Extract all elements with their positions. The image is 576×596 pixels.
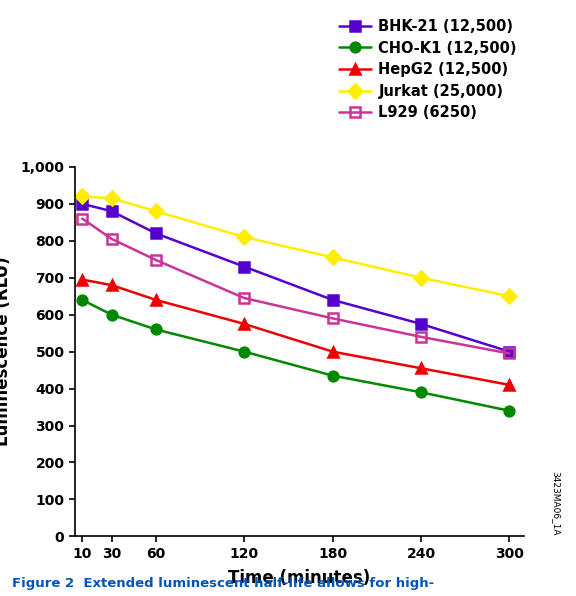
Jurkat (25,000): [79, 193, 86, 200]
BHK-21 (12,500): [418, 321, 425, 328]
Jurkat (25,000): [241, 234, 248, 241]
CHO-K1 (12,500): [153, 326, 160, 333]
Legend: BHK-21 (12,500), CHO-K1 (12,500), HepG2 (12,500), Jurkat (25,000), L929 (6250): BHK-21 (12,500), CHO-K1 (12,500), HepG2 …: [339, 19, 517, 120]
L929 (6250): [506, 350, 513, 357]
Text: 3423MA06_1A: 3423MA06_1A: [551, 471, 560, 536]
HepG2 (12,500): [79, 276, 86, 283]
BHK-21 (12,500): [153, 230, 160, 237]
BHK-21 (12,500): [79, 200, 86, 207]
HepG2 (12,500): [241, 321, 248, 328]
Line: CHO-K1 (12,500): CHO-K1 (12,500): [77, 295, 514, 415]
Text: Figure 2  Extended luminescent half-life allows for high-: Figure 2 Extended luminescent half-life …: [12, 577, 434, 590]
CHO-K1 (12,500): [108, 311, 115, 318]
CHO-K1 (12,500): [79, 296, 86, 303]
BHK-21 (12,500): [241, 263, 248, 270]
BHK-21 (12,500): [506, 348, 513, 355]
X-axis label: Time (minutes): Time (minutes): [229, 569, 370, 587]
CHO-K1 (12,500): [241, 348, 248, 355]
L929 (6250): [418, 333, 425, 340]
Jurkat (25,000): [329, 254, 336, 261]
BHK-21 (12,500): [108, 207, 115, 215]
L929 (6250): [241, 294, 248, 302]
Line: L929 (6250): L929 (6250): [77, 214, 514, 358]
HepG2 (12,500): [153, 296, 160, 303]
Jurkat (25,000): [153, 207, 160, 215]
HepG2 (12,500): [108, 281, 115, 288]
Line: HepG2 (12,500): HepG2 (12,500): [77, 275, 514, 390]
CHO-K1 (12,500): [506, 407, 513, 414]
HepG2 (12,500): [329, 348, 336, 355]
Y-axis label: Luminescence (RLU): Luminescence (RLU): [0, 257, 12, 446]
L929 (6250): [153, 256, 160, 263]
HepG2 (12,500): [418, 365, 425, 372]
Jurkat (25,000): [108, 195, 115, 202]
Jurkat (25,000): [418, 274, 425, 281]
L929 (6250): [79, 215, 86, 222]
CHO-K1 (12,500): [329, 372, 336, 379]
L929 (6250): [329, 315, 336, 322]
CHO-K1 (12,500): [418, 389, 425, 396]
Jurkat (25,000): [506, 293, 513, 300]
BHK-21 (12,500): [329, 296, 336, 303]
Line: Jurkat (25,000): Jurkat (25,000): [77, 191, 514, 301]
Line: BHK-21 (12,500): BHK-21 (12,500): [77, 199, 514, 356]
HepG2 (12,500): [506, 381, 513, 389]
L929 (6250): [108, 235, 115, 243]
